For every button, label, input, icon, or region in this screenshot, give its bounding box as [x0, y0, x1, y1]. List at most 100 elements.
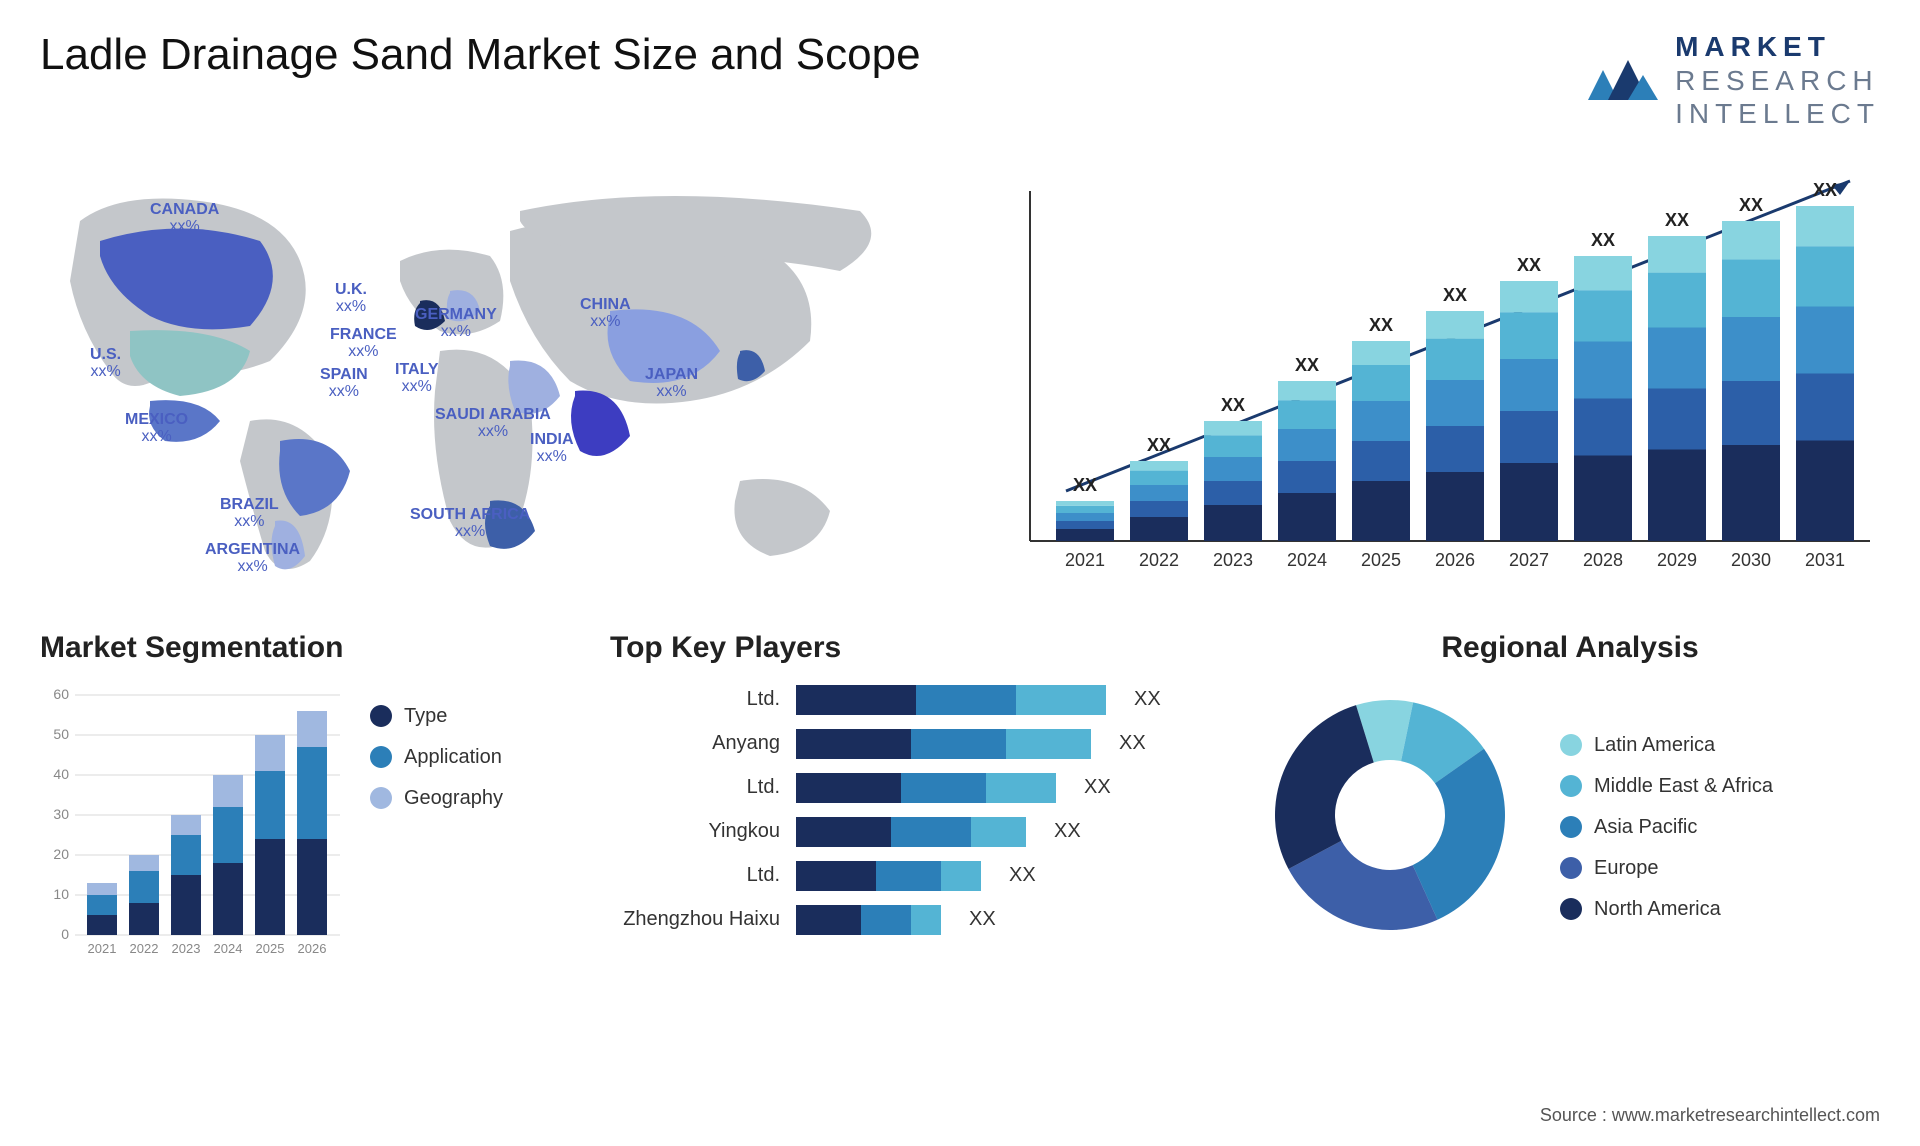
growth-bar-layer — [1278, 400, 1336, 429]
seg-legend-item: Application — [370, 746, 503, 769]
map-label-argentina: ARGENTINAxx% — [205, 541, 300, 576]
growth-bar-layer — [1500, 411, 1558, 463]
map-label-canada: CANADAxx% — [150, 201, 219, 236]
growth-year-label: 2028 — [1583, 550, 1623, 570]
growth-year-label: 2024 — [1287, 550, 1327, 570]
regional-legend-label: North America — [1594, 898, 1721, 921]
header: Ladle Drainage Sand Market Size and Scop… — [40, 30, 1880, 131]
map-label-france: FRANCExx% — [330, 326, 397, 361]
growth-bar-layer — [1648, 449, 1706, 541]
regional-legend-item: Latin America — [1560, 734, 1773, 757]
growth-year-label: 2021 — [1065, 550, 1105, 570]
growth-bar-layer — [1204, 505, 1262, 541]
seg-year-label: 2021 — [88, 941, 117, 956]
growth-bar-layer — [1500, 359, 1558, 411]
growth-bar-value: XX — [1443, 285, 1467, 305]
growth-bar-layer — [1574, 256, 1632, 290]
growth-year-label: 2027 — [1509, 550, 1549, 570]
seg-legend-item: Type — [370, 705, 503, 728]
regional-legend-label: Europe — [1594, 857, 1659, 880]
growth-bar-layer — [1352, 481, 1410, 541]
player-name: Yingkou — [610, 820, 780, 843]
legend-swatch-icon — [1560, 857, 1582, 879]
seg-bar-segment — [129, 903, 159, 935]
seg-bar-segment — [255, 771, 285, 839]
legend-swatch-icon — [1560, 816, 1582, 838]
growth-bar-value: XX — [1739, 195, 1763, 215]
regional-title: Regional Analysis — [1260, 631, 1880, 665]
growth-bar-layer — [1278, 461, 1336, 493]
growth-bar-layer — [1278, 381, 1336, 400]
regional-legend-item: Middle East & Africa — [1560, 775, 1773, 798]
growth-bar-layer — [1796, 206, 1854, 246]
page-title: Ladle Drainage Sand Market Size and Scop… — [40, 30, 921, 80]
seg-bar-segment — [213, 863, 243, 935]
player-name: Ltd. — [610, 688, 780, 711]
segmentation-title: Market Segmentation — [40, 631, 560, 665]
map-label-spain: SPAINxx% — [320, 366, 368, 401]
growth-year-label: 2026 — [1435, 550, 1475, 570]
growth-bar-value: XX — [1517, 255, 1541, 275]
regional-legend-item: Europe — [1560, 857, 1773, 880]
growth-bar-layer — [1648, 272, 1706, 327]
player-bar-segment — [1006, 729, 1091, 759]
growth-bar-layer — [1352, 401, 1410, 441]
growth-bar-value: XX — [1221, 395, 1245, 415]
legend-swatch-icon — [1560, 898, 1582, 920]
map-label-india: INDIAxx% — [530, 431, 574, 466]
player-value: XX — [1009, 864, 1036, 887]
legend-swatch-icon — [370, 705, 392, 727]
regional-legend-label: Asia Pacific — [1594, 816, 1697, 839]
legend-swatch-icon — [370, 787, 392, 809]
growth-bar-layer — [1426, 311, 1484, 339]
seg-bar-segment — [297, 747, 327, 839]
growth-bar-layer — [1352, 341, 1410, 365]
growth-year-label: 2022 — [1139, 550, 1179, 570]
players-list: Ltd.XXAnyangXXLtd.XXYingkouXXLtd.XXZheng… — [610, 685, 1210, 935]
map-label-southafrica: SOUTH AFRICAxx% — [410, 506, 530, 541]
player-value: XX — [1119, 732, 1146, 755]
player-bar-segment — [876, 861, 941, 891]
growth-bar-value: XX — [1073, 475, 1097, 495]
seg-bar-segment — [171, 875, 201, 935]
growth-bar-layer — [1722, 445, 1780, 541]
source-attribution: Source : www.marketresearchintellect.com — [1540, 1105, 1880, 1126]
players-panel: Top Key Players Ltd.XXAnyangXXLtd.XXYing… — [610, 631, 1210, 965]
growth-bar-value: XX — [1813, 180, 1837, 200]
seg-y-tick: 60 — [53, 686, 69, 702]
player-value: XX — [969, 908, 996, 931]
growth-bar-layer — [1426, 426, 1484, 472]
player-value: XX — [1134, 688, 1161, 711]
seg-bar-segment — [297, 711, 327, 747]
growth-chart: XX2021XX2022XX2023XX2024XX2025XX2026XX20… — [1000, 161, 1880, 581]
growth-bar-layer — [1722, 381, 1780, 445]
seg-bar-segment — [297, 839, 327, 935]
growth-year-label: 2031 — [1805, 550, 1845, 570]
seg-y-tick: 30 — [53, 806, 69, 822]
growth-bar-layer — [1796, 306, 1854, 373]
player-bar — [796, 861, 981, 891]
growth-bar-value: XX — [1591, 230, 1615, 250]
growth-bar-layer — [1056, 521, 1114, 529]
map-india — [571, 390, 630, 455]
growth-bar-layer — [1722, 259, 1780, 317]
legend-swatch-icon — [1560, 734, 1582, 756]
seg-bar-segment — [213, 775, 243, 807]
player-bar — [796, 773, 1056, 803]
player-bar-segment — [911, 905, 941, 935]
growth-bar-layer — [1648, 236, 1706, 273]
map-label-uk: U.K.xx% — [335, 281, 367, 316]
player-bar-segment — [796, 773, 901, 803]
player-name: Zhengzhou Haixu — [610, 908, 780, 931]
growth-bar-layer — [1500, 463, 1558, 541]
player-bar-segment — [796, 905, 861, 935]
regional-donut — [1260, 685, 1520, 950]
player-name: Ltd. — [610, 864, 780, 887]
donut-slice — [1275, 705, 1374, 869]
growth-bar-layer — [1574, 455, 1632, 541]
growth-bar-layer — [1130, 470, 1188, 484]
seg-bar-segment — [87, 895, 117, 915]
brand-logo: MARKET RESEARCH INTELLECT — [1583, 30, 1880, 131]
map-label-mexico: MEXICOxx% — [125, 411, 188, 446]
growth-bar-layer — [1056, 529, 1114, 541]
